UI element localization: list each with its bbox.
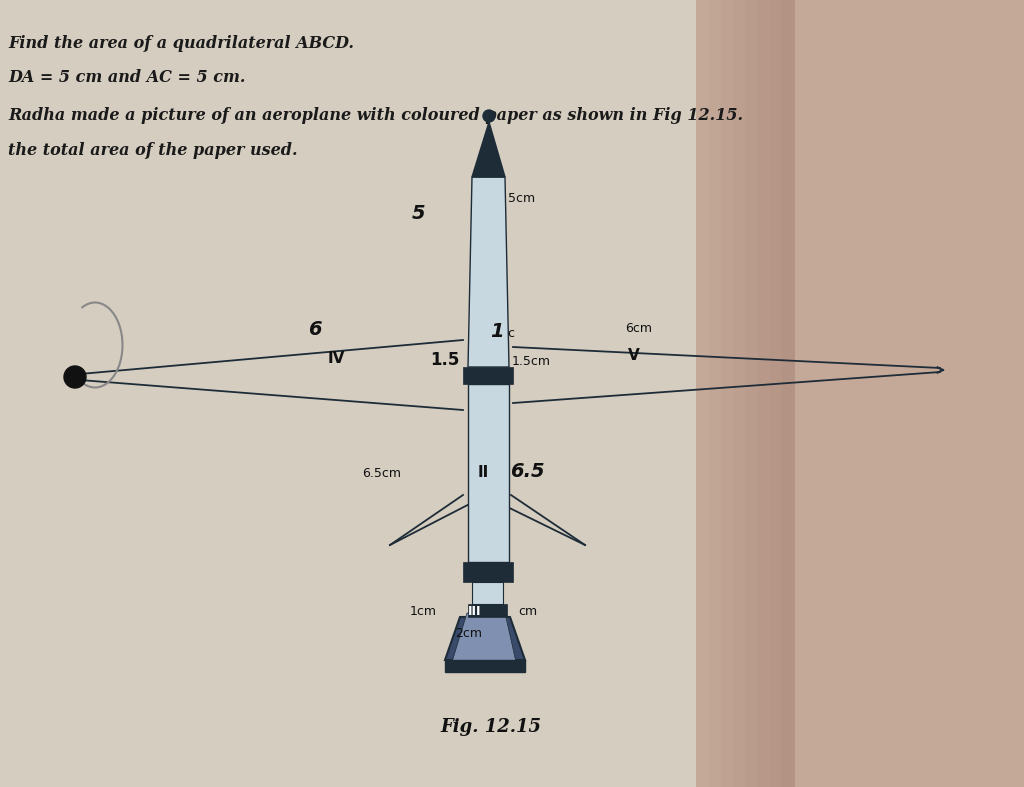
Text: 5cm: 5cm	[508, 192, 536, 205]
Polygon shape	[445, 660, 525, 672]
Text: 6cm: 6cm	[625, 322, 652, 335]
Polygon shape	[463, 367, 513, 384]
Text: 1.5cm: 1.5cm	[512, 355, 551, 368]
Text: 5: 5	[412, 204, 426, 223]
Text: cm: cm	[518, 605, 538, 618]
Circle shape	[63, 366, 86, 388]
Polygon shape	[472, 582, 503, 604]
Text: 6.5cm: 6.5cm	[362, 467, 401, 480]
Text: Fig. 12.15: Fig. 12.15	[440, 718, 541, 736]
Polygon shape	[452, 613, 516, 662]
Polygon shape	[468, 604, 507, 617]
Text: III: III	[468, 605, 481, 618]
Text: II: II	[478, 465, 489, 480]
Text: Radha made a picture of an aeroplane with coloured paper as shown in Fig 12.15.: Radha made a picture of an aeroplane wit…	[8, 107, 743, 124]
Polygon shape	[463, 562, 513, 582]
Text: the total area of the paper used.: the total area of the paper used.	[8, 142, 298, 159]
Text: 6.5: 6.5	[510, 462, 545, 481]
Text: 1: 1	[490, 322, 504, 341]
Text: V: V	[628, 348, 640, 363]
Text: 2cm: 2cm	[455, 627, 482, 640]
Text: 6: 6	[308, 320, 322, 339]
Circle shape	[483, 110, 495, 122]
Polygon shape	[445, 617, 525, 660]
Polygon shape	[468, 177, 509, 367]
Polygon shape	[472, 122, 505, 177]
Text: DA = 5 cm and AC = 5 cm.: DA = 5 cm and AC = 5 cm.	[8, 69, 246, 86]
Text: 1.5: 1.5	[430, 351, 460, 369]
Text: c: c	[507, 327, 514, 340]
Polygon shape	[468, 384, 509, 562]
Text: Find the area of a quadrilateral ABCD.: Find the area of a quadrilateral ABCD.	[8, 35, 354, 52]
Text: IV: IV	[328, 351, 345, 366]
Text: 1cm: 1cm	[410, 605, 437, 618]
